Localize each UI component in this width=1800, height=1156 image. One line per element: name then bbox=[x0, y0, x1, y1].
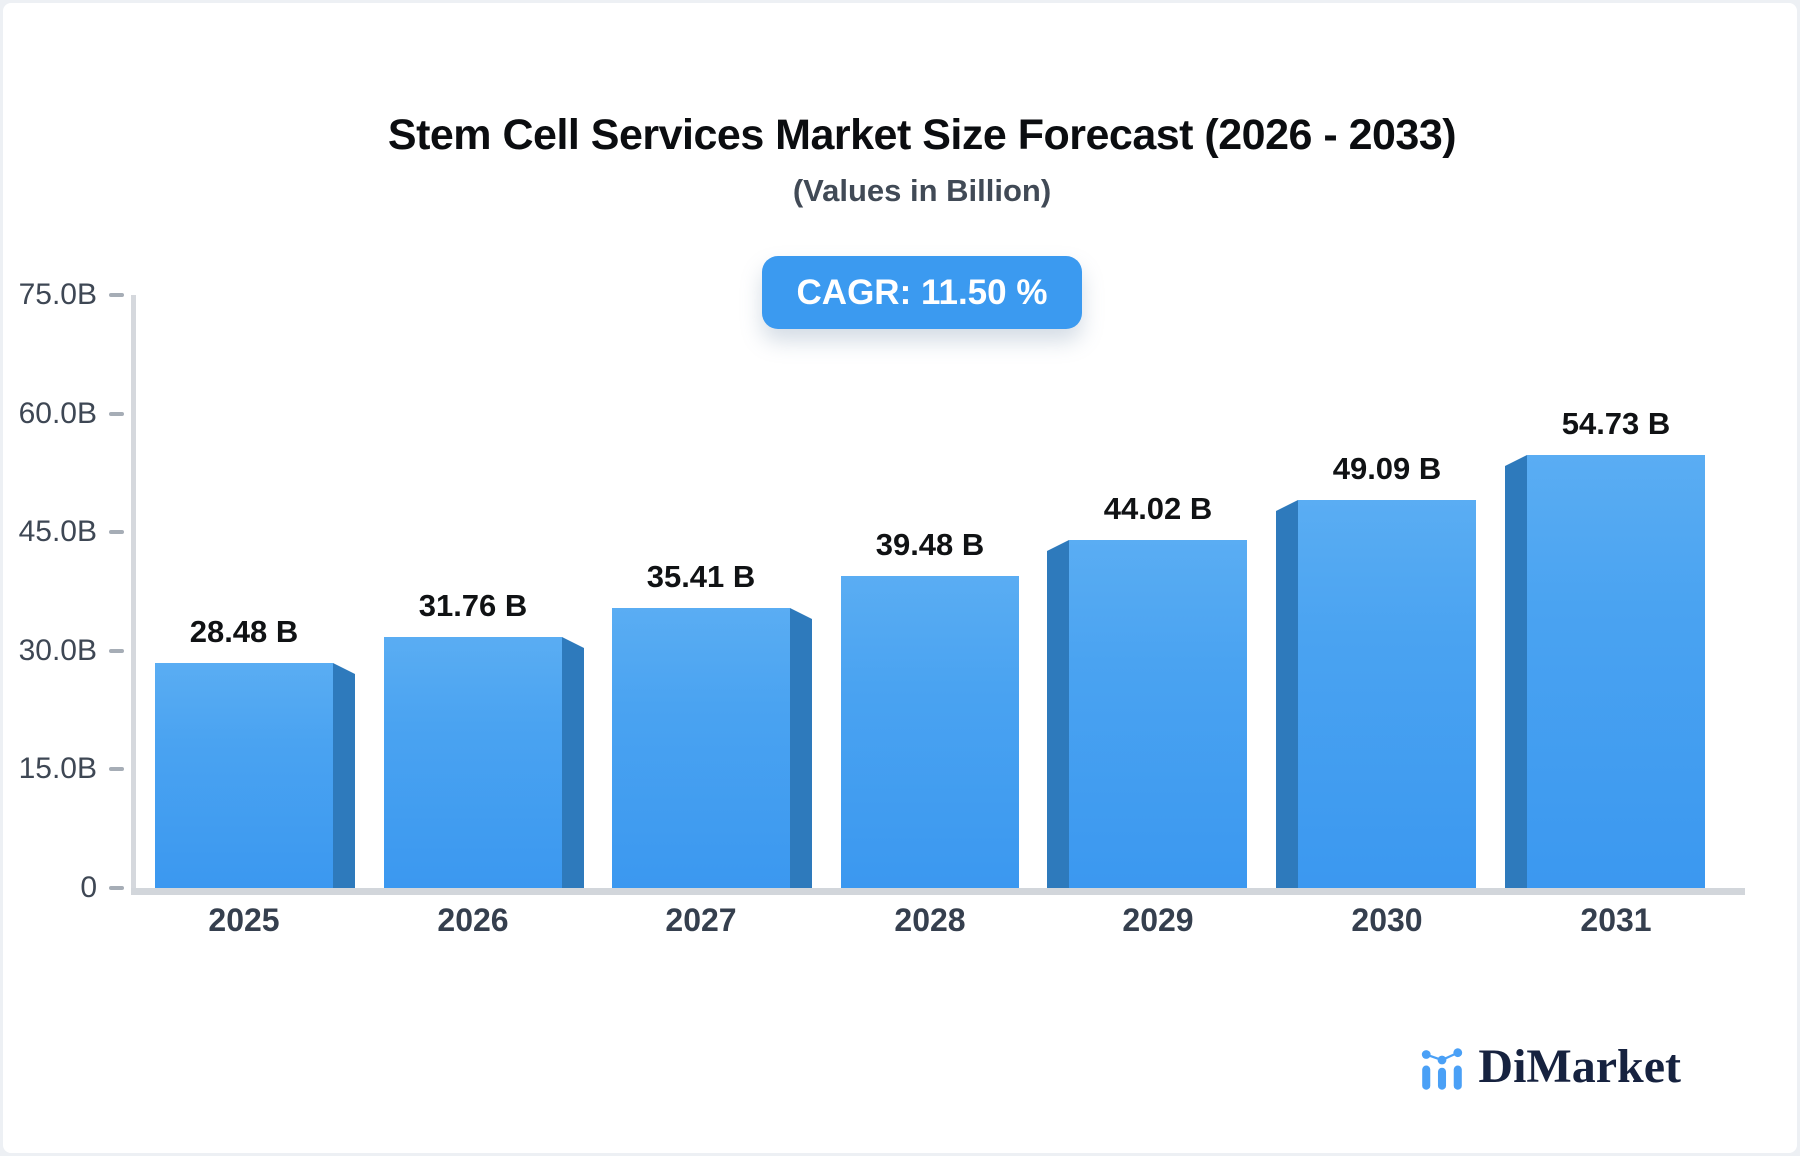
y-tick-mark bbox=[109, 293, 124, 297]
y-tick-mark bbox=[109, 411, 124, 416]
bar-2029[interactable]: 44.02 B bbox=[1047, 491, 1247, 888]
bar-bevel bbox=[1276, 500, 1298, 888]
x-axis-label-2025: 2025 bbox=[208, 902, 280, 938]
bar-bevel bbox=[562, 637, 584, 888]
x-axis-label-2026: 2026 bbox=[437, 902, 509, 938]
mini-bar-chart-logo-icon bbox=[1422, 1048, 1463, 1090]
bar-value-label: 44.02 B bbox=[1103, 491, 1213, 526]
x-axis-label-2027: 2027 bbox=[665, 902, 737, 938]
x-axis-label-2028: 2028 bbox=[894, 902, 966, 938]
bar-bevel bbox=[333, 663, 355, 888]
bar-value-label: 39.48 B bbox=[875, 527, 985, 562]
bar-2031[interactable]: 54.73 B bbox=[1505, 406, 1705, 888]
y-tick-mark bbox=[109, 886, 124, 890]
bar-value-label: 28.48 B bbox=[189, 614, 299, 649]
y-axis-line bbox=[131, 295, 136, 888]
bar-value-label: 35.41 B bbox=[646, 559, 756, 594]
bar-2025[interactable]: 28.48 B bbox=[155, 614, 355, 888]
bar-bevel bbox=[1505, 455, 1527, 888]
y-tick-label: 0 bbox=[80, 871, 97, 904]
bar-2028[interactable]: 39.48 B bbox=[841, 527, 1019, 888]
x-axis-line bbox=[131, 888, 1745, 895]
x-axis-label-2031: 2031 bbox=[1580, 902, 1652, 938]
bar-value-label: 31.76 B bbox=[418, 588, 528, 623]
dimarket-logo: DiMarket bbox=[1420, 1043, 1681, 1091]
chart-subtitle: (Values in Billion) bbox=[792, 173, 1052, 208]
bar-2026[interactable]: 31.76 B bbox=[384, 588, 584, 888]
y-tick-mark bbox=[109, 648, 124, 653]
y-tick-label: 15.0B bbox=[18, 752, 97, 786]
y-tick-mark bbox=[109, 767, 124, 772]
cagr-badge: CAGR: 11.50 % bbox=[761, 256, 1083, 329]
bar-2027[interactable]: 35.41 B bbox=[612, 559, 812, 888]
bar-bevel bbox=[790, 608, 812, 888]
bar-2030[interactable]: 49.09 B bbox=[1276, 451, 1476, 888]
y-tick-label: 60.0B bbox=[18, 396, 97, 430]
badge-band: CAGR: 11.50 % bbox=[47, 256, 1797, 329]
bar-value-label: 49.09 B bbox=[1332, 451, 1442, 486]
bar-bevel bbox=[1047, 540, 1069, 888]
x-axis-label-2029: 2029 bbox=[1122, 902, 1194, 938]
y-tick-label: 30.0B bbox=[18, 633, 97, 667]
bar-value-label: 54.73 B bbox=[1561, 406, 1671, 441]
x-axis-label-2030: 2030 bbox=[1351, 902, 1423, 938]
y-tick-mark bbox=[109, 530, 124, 535]
y-tick-label: 75.0B bbox=[18, 278, 97, 311]
dimarket-logo-text: DiMarket bbox=[1478, 1040, 1681, 1093]
y-tick-label: 45.0B bbox=[18, 515, 97, 549]
chart-card: Stem Cell Services Market Size Forecast … bbox=[3, 3, 1797, 1153]
chart-title: Stem Cell Services Market Size Forecast … bbox=[387, 111, 1457, 159]
